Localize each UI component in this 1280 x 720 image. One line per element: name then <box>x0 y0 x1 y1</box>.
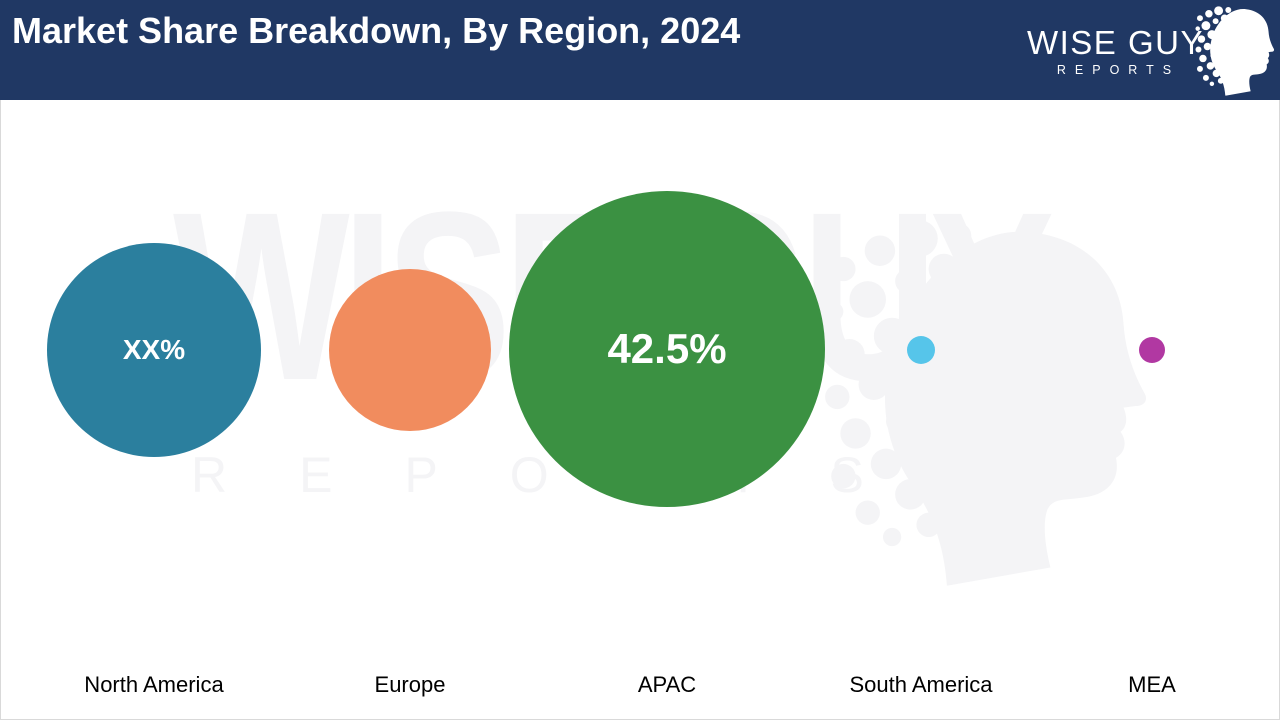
page-title: Market Share Breakdown, By Region, 2024 <box>12 10 741 51</box>
bubble-value-apac: 42.5% <box>607 325 727 372</box>
category-label-apac: APAC <box>637 672 697 697</box>
logo-head-icon <box>1194 6 1276 96</box>
logo-subtitle: REPORTS <box>1056 62 1181 77</box>
category-label-north-america: North America <box>84 672 224 697</box>
bubble-north-america: XX% <box>47 243 261 457</box>
category-label-south-america: South America <box>849 672 993 697</box>
category-label-europe: Europe <box>374 672 446 697</box>
bubble-apac: 42.5% <box>509 191 825 507</box>
bubble-value-north-america: XX% <box>122 334 186 365</box>
wise-guy-reports-logo: WISE GUY REPORTS <box>1027 5 1276 97</box>
header-bar: Market Share Breakdown, By Region, 2024 … <box>0 0 1280 100</box>
bubble-south-america <box>907 336 935 364</box>
bubble-mea <box>1139 337 1165 363</box>
logo-wordmark: WISE GUY <box>1026 24 1204 62</box>
chart-area: WISE GUY REPORTS XX%42.5% North AmericaE… <box>0 100 1280 720</box>
logo-text: WISE GUY REPORTS <box>1026 24 1204 77</box>
watermark-head-icon <box>819 220 1154 586</box>
category-label-mea: MEA <box>1128 672 1176 697</box>
bubble-europe <box>329 269 491 431</box>
